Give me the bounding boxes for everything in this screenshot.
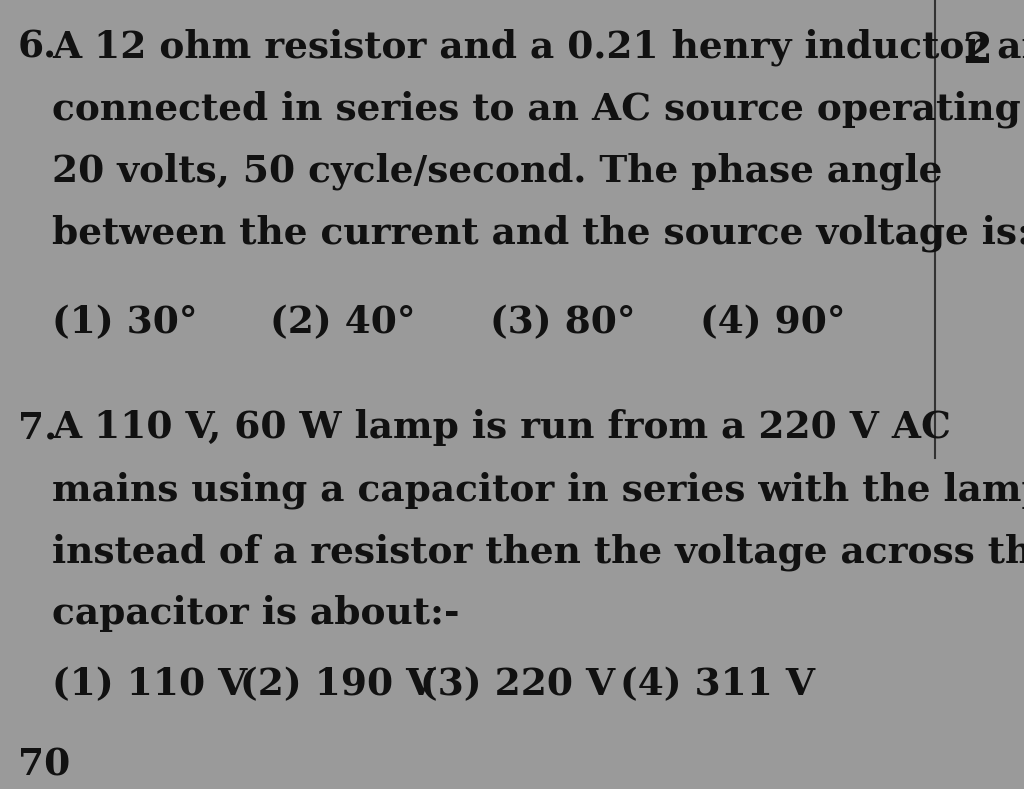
- Text: capacitor is about:-: capacitor is about:-: [52, 595, 460, 632]
- Text: 7.: 7.: [18, 409, 57, 447]
- Text: A 110 V, 60 W lamp is run from a 220 V AC: A 110 V, 60 W lamp is run from a 220 V A…: [52, 409, 951, 447]
- Text: between the current and the source voltage is:: between the current and the source volta…: [52, 214, 1024, 252]
- Text: (1) 110 V: (1) 110 V: [52, 667, 247, 704]
- Text: (3) 80°: (3) 80°: [490, 304, 636, 341]
- Text: 2: 2: [963, 30, 992, 72]
- Text: 20 volts, 50 cycle/second. The phase angle: 20 volts, 50 cycle/second. The phase ang…: [52, 152, 942, 189]
- Text: mains using a capacitor in series with the lamp,: mains using a capacitor in series with t…: [52, 471, 1024, 509]
- Text: 6.: 6.: [18, 28, 57, 65]
- Text: 70: 70: [18, 747, 71, 784]
- Text: instead of a resistor then the voltage across the: instead of a resistor then the voltage a…: [52, 533, 1024, 570]
- Text: (3) 220 V: (3) 220 V: [420, 667, 615, 704]
- Text: (2) 40°: (2) 40°: [270, 304, 416, 341]
- Text: (2) 190 V: (2) 190 V: [240, 667, 435, 704]
- Text: (4) 90°: (4) 90°: [700, 304, 846, 341]
- Text: (1) 30°: (1) 30°: [52, 304, 198, 341]
- Text: (4) 311 V: (4) 311 V: [620, 667, 815, 704]
- Text: A 12 ohm resistor and a 0.21 henry inductor are: A 12 ohm resistor and a 0.21 henry induc…: [52, 28, 1024, 65]
- Text: connected in series to an AC source operating at: connected in series to an AC source oper…: [52, 90, 1024, 128]
